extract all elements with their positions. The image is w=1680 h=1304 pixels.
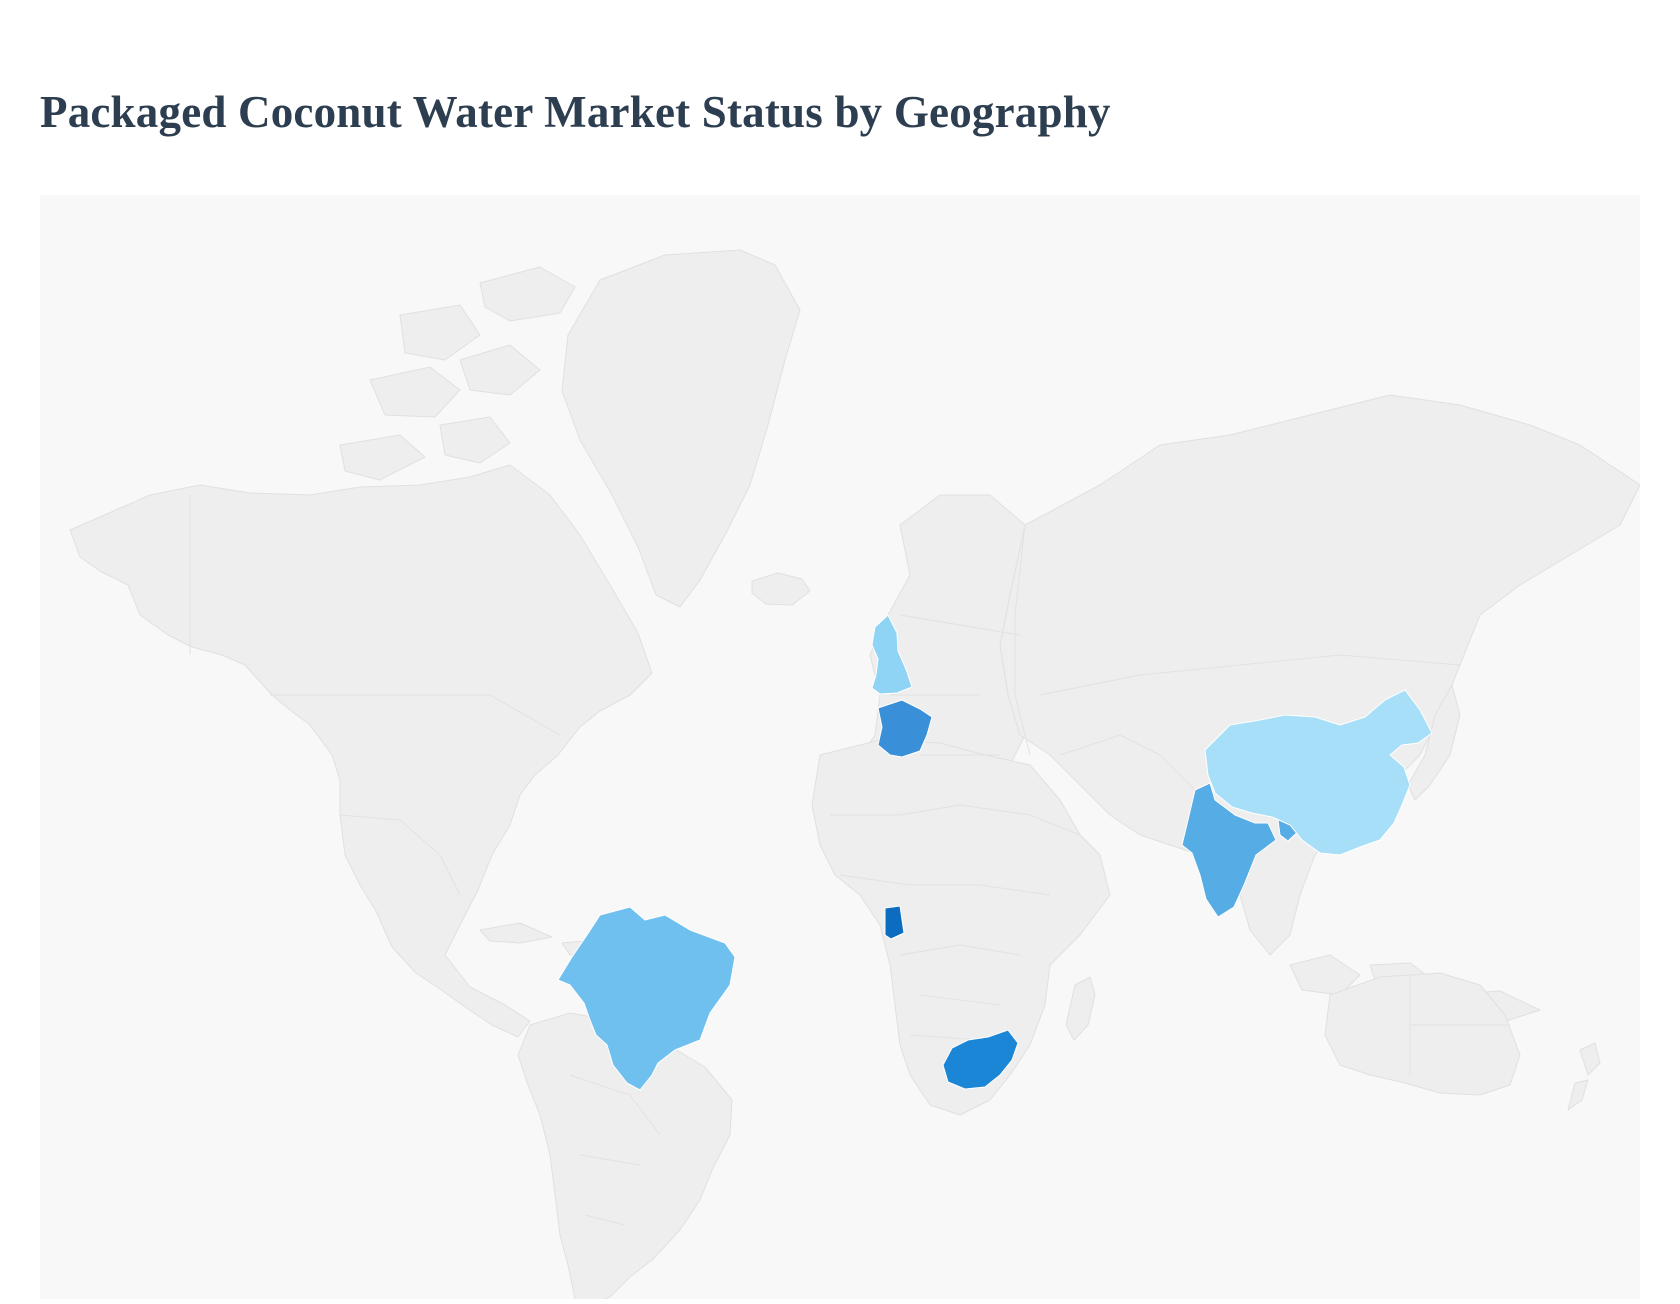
border-europe-1: [890, 614, 1021, 756]
region-north-america[interactable]: [69, 464, 653, 1038]
border-layer: [189, 495, 1510, 1226]
region-greenland[interactable]: [561, 249, 801, 608]
region-china[interactable]: [1204, 689, 1433, 856]
border-north-africa: [830, 804, 1081, 836]
region-france[interactable]: [877, 699, 933, 758]
region-africa[interactable]: [811, 739, 1111, 1116]
highlight-layer: [557, 614, 1433, 1091]
land-layer: [69, 249, 1640, 1299]
border-russia-south: [1039, 654, 1461, 696]
border-sahel: [839, 874, 1051, 896]
region-brazil[interactable]: [557, 906, 736, 1091]
border-south-america-1: [569, 1074, 661, 1136]
region-south-america[interactable]: [517, 1012, 733, 1299]
region-australia[interactable]: [1324, 972, 1521, 1096]
world-map-svg: [69, 249, 1640, 1299]
region-japan[interactable]: [1407, 684, 1461, 801]
border-south-america-2: [579, 1154, 641, 1226]
region-iceland[interactable]: [751, 572, 811, 606]
border-europe-asia: [1014, 524, 1031, 756]
region-south-africa[interactable]: [942, 1029, 1019, 1090]
region-ghana[interactable]: [884, 905, 905, 940]
page-title: Packaged Coconut Water Market Status by …: [40, 87, 1111, 137]
border-australia: [1409, 977, 1510, 1075]
region-united-kingdom[interactable]: [871, 614, 913, 695]
world-map[interactable]: [40, 195, 1640, 1299]
border-central-africa: [899, 944, 1021, 1041]
border-central-asia: [1059, 734, 1201, 796]
region-arctic-islands[interactable]: [339, 266, 576, 481]
border-usa-mexico: [339, 814, 461, 896]
region-new-zealand[interactable]: [1567, 1042, 1601, 1111]
border-usa-canada: [270, 694, 561, 736]
region-madagascar[interactable]: [1065, 976, 1096, 1041]
